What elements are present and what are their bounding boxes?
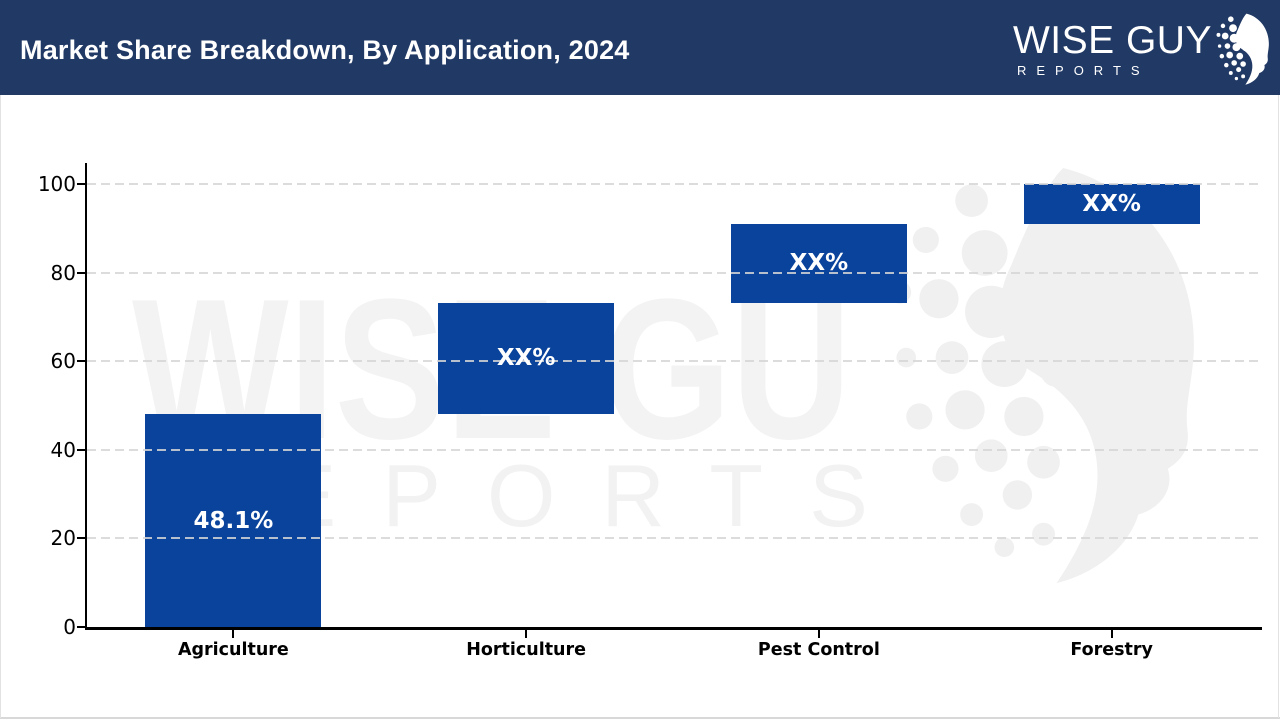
bar-horticulture <box>438 302 615 415</box>
page-bottom-line <box>0 717 1280 719</box>
grid-line <box>87 271 1258 274</box>
header-bar: Market Share Breakdown, By Application, … <box>0 0 1280 95</box>
logo-wordmark-line2: REPORTS <box>1016 63 1150 78</box>
y-tick-label: 60 <box>50 349 76 374</box>
y-tick <box>77 183 86 186</box>
page-right-line <box>1278 95 1279 718</box>
watermark-face-icon <box>888 168 1194 584</box>
y-tick <box>77 537 86 540</box>
y-tick <box>77 626 86 628</box>
bar-value-label: XX% <box>496 345 556 372</box>
y-tick-label: 20 <box>50 526 76 551</box>
x-tick <box>232 630 235 638</box>
y-tick-label: 0 <box>63 615 76 639</box>
bar-value-label: 48.1% <box>193 507 274 534</box>
bar-forestry <box>1023 184 1200 225</box>
wiseguy-logo: WISE GUY REPORTS <box>1013 6 1270 90</box>
page-left-line <box>0 95 1 718</box>
y-axis-line <box>85 163 87 629</box>
page-title: Market Share Breakdown, By Application, … <box>20 35 630 65</box>
x-label-forestry: Forestry <box>1070 640 1153 660</box>
y-tick-label: 40 <box>50 437 76 462</box>
logo-wordmark-line1: WISE GUY <box>1012 19 1212 62</box>
grid-line <box>87 360 1258 363</box>
y-tick <box>77 271 86 274</box>
grid-line <box>87 448 1258 451</box>
logo-wordmark: WISE GUY REPORTS <box>1013 21 1212 78</box>
bar-pest-control <box>730 224 907 303</box>
bar-value-label: XX% <box>1082 191 1141 218</box>
grid-line <box>87 537 1258 540</box>
y-tick-label: 80 <box>50 260 76 285</box>
x-label-horticulture: Horticulture <box>466 640 587 660</box>
y-tick-label: 100 <box>37 172 76 197</box>
x-tick <box>1110 630 1113 638</box>
x-axis-line <box>85 627 1262 630</box>
y-tick <box>77 360 86 363</box>
bar-value-label: XX% <box>789 250 849 277</box>
grid-line <box>87 183 1258 186</box>
x-label-agriculture: Agriculture <box>177 640 289 660</box>
logo-face-icon <box>1216 13 1269 85</box>
x-tick <box>525 630 528 638</box>
y-tick <box>77 448 86 451</box>
x-tick <box>817 630 820 638</box>
x-label-pest-control: Pest Control <box>757 640 880 660</box>
